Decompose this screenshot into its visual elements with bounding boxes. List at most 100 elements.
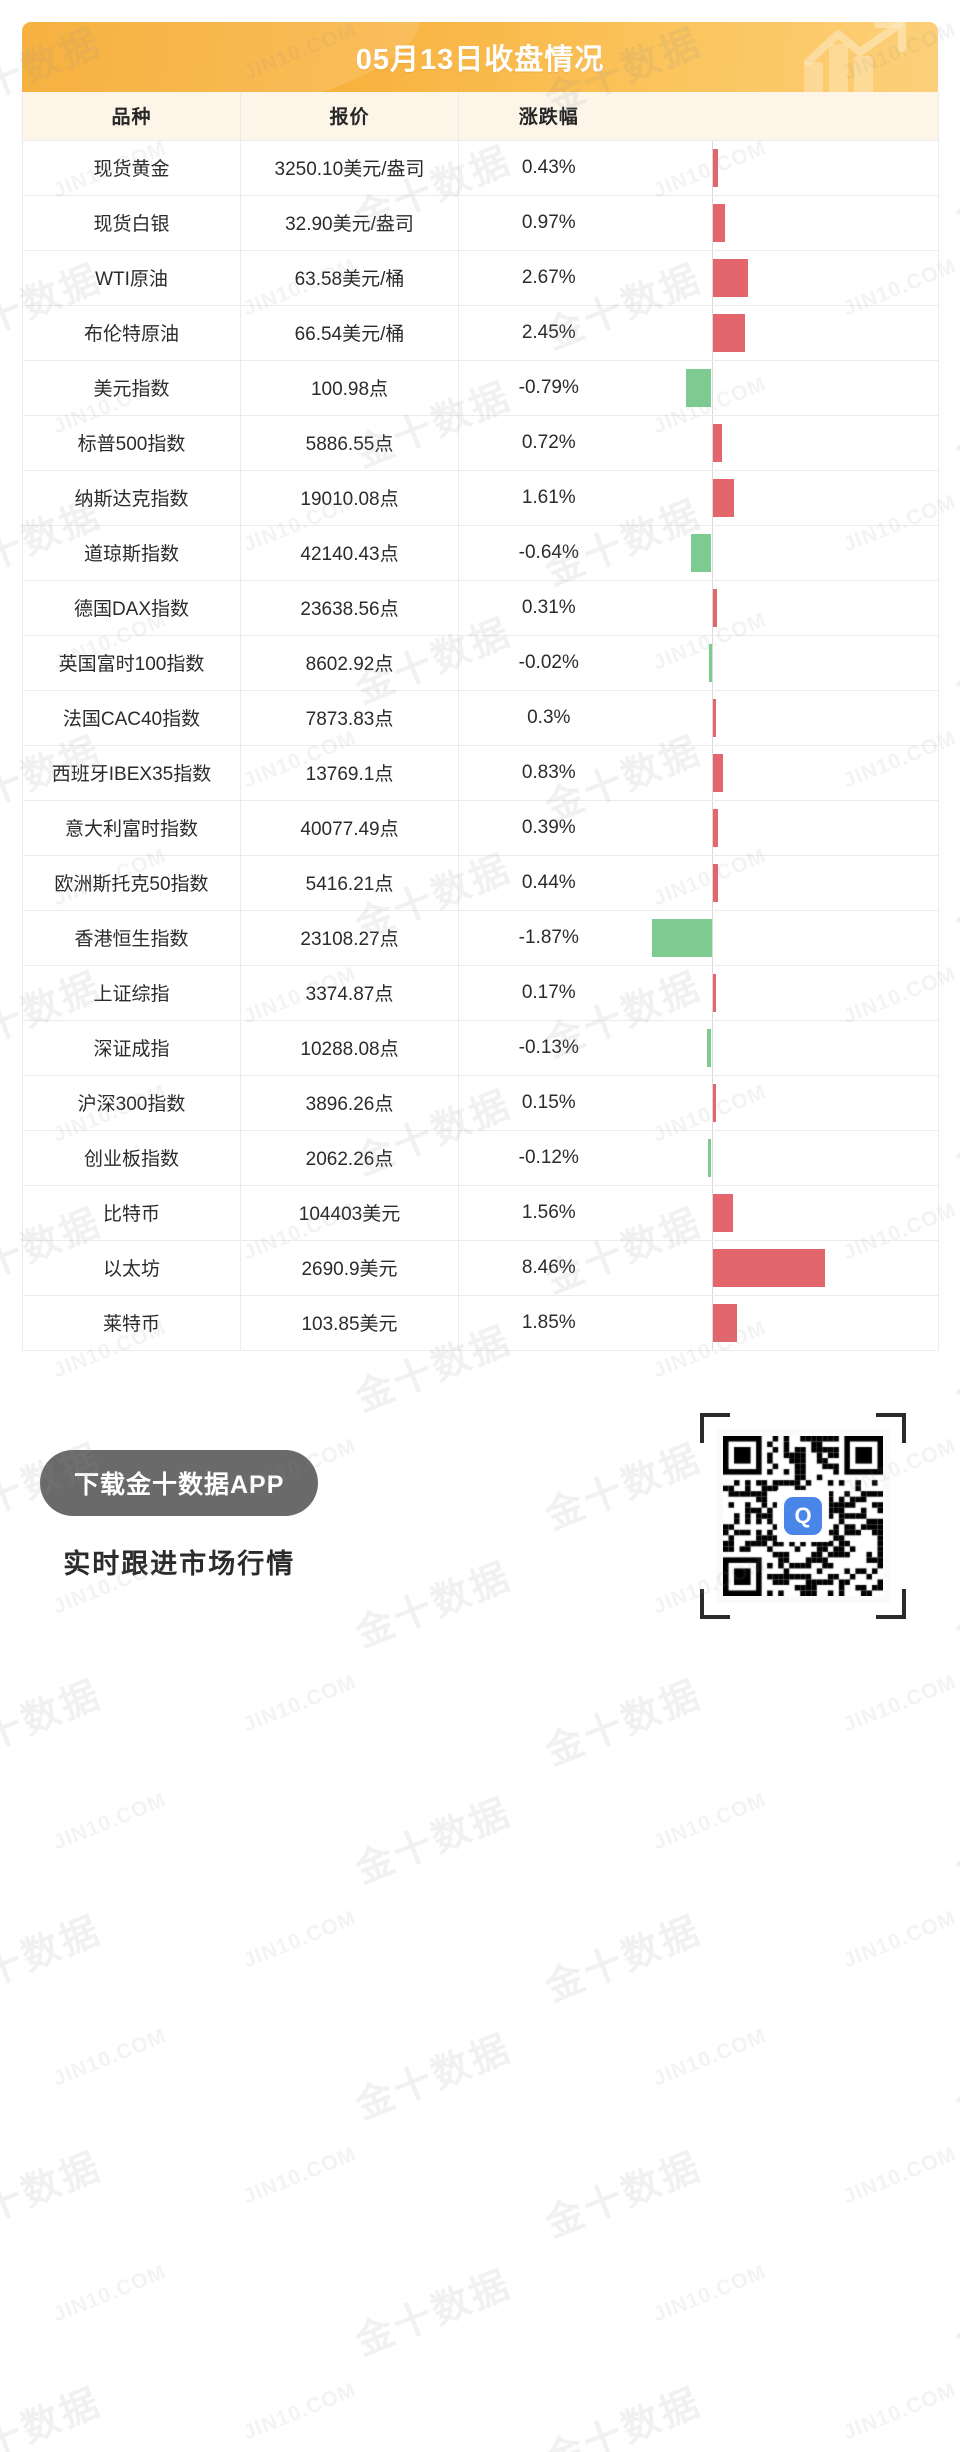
- watermark-text: JIN10.COM: [49, 2024, 170, 2091]
- cell-price: 13769.1点: [240, 744, 459, 801]
- bar-track: [639, 360, 939, 415]
- watermark-text: 金十数据: [949, 1791, 960, 1892]
- bar-track: [639, 305, 939, 360]
- watermark-text: 金十数据: [0, 2381, 108, 2452]
- bar-track: [639, 415, 939, 470]
- qr-center-logo-icon: Q: [784, 1496, 822, 1535]
- cell-change-bar: [638, 1129, 939, 1186]
- watermark-text: JIN10.COM: [839, 2378, 960, 2445]
- cell-instrument-name: 深证成指: [22, 1019, 241, 1076]
- cell-change-percent: -1.87%: [458, 909, 639, 966]
- zero-line: [711, 690, 713, 745]
- cell-change-bar: [638, 469, 939, 526]
- watermark-text: 金十数据: [0, 1673, 108, 1774]
- cell-change-bar: [638, 689, 939, 746]
- promo-text-group: 下载金十数据APP 实时跟进市场行情: [22, 1450, 319, 1581]
- cell-instrument-name: WTI原油: [22, 249, 241, 306]
- bar-chart-arrow-up-icon: [804, 22, 906, 92]
- watermark-text: 金十数据: [539, 1909, 708, 2010]
- watermark-text: 金十数据: [949, 2263, 960, 2364]
- bar-track: [639, 525, 939, 580]
- cell-price: 10288.08点: [240, 1019, 459, 1076]
- cell-price: 2062.26点: [240, 1129, 459, 1186]
- watermark-text: JIN10.COM: [839, 1906, 960, 1973]
- bar-track: [639, 965, 939, 1020]
- qr-code[interactable]: Q: [700, 1412, 906, 1619]
- zero-line: [711, 855, 713, 910]
- table-row: 西班牙IBEX35指数 13769.1点 0.83%: [22, 744, 939, 801]
- cell-price: 23638.56点: [240, 579, 459, 636]
- zero-line: [711, 1295, 713, 1350]
- bar-negative: [690, 533, 712, 572]
- cell-price: 23108.27点: [240, 909, 459, 966]
- bar-negative: [708, 643, 712, 682]
- bar-track: [639, 1130, 939, 1185]
- cell-change-percent: -0.12%: [458, 1129, 639, 1186]
- bar-track: [639, 1020, 939, 1075]
- watermark-text: JIN10.COM: [239, 2142, 360, 2209]
- watermark-text: JIN10.COM: [239, 1906, 360, 1973]
- column-header-price: 报价: [240, 92, 459, 141]
- bar-negative: [707, 1138, 712, 1177]
- cell-change-percent: 1.61%: [458, 469, 639, 526]
- cell-change-bar: [638, 799, 939, 856]
- watermark-text: JIN10.COM: [649, 1788, 770, 1855]
- cell-change-bar: [638, 1019, 939, 1076]
- watermark-text: 金十数据: [539, 1673, 708, 1774]
- zero-line: [711, 910, 713, 965]
- bar-track: [639, 1295, 939, 1350]
- cell-price: 5886.55点: [240, 414, 459, 471]
- cell-price: 100.98点: [240, 359, 459, 416]
- zero-line: [711, 305, 713, 360]
- bar-track: [639, 635, 939, 690]
- cell-change-percent: 0.15%: [458, 1074, 639, 1131]
- bar-track: [639, 745, 939, 800]
- cell-instrument-name: 标普500指数: [22, 414, 241, 471]
- bar-positive: [712, 808, 718, 847]
- table-row: 香港恒生指数 23108.27点 -1.87%: [22, 909, 939, 966]
- bar-negative: [651, 918, 712, 957]
- cell-instrument-name: 英国富时100指数: [22, 634, 241, 691]
- quote-table: 品种 报价 涨跌幅 现货黄金 3250.10美元/盎司 0.43% 现货白银 32.90…: [22, 92, 939, 1351]
- cell-instrument-name: 比特币: [22, 1184, 241, 1241]
- cell-change-bar: [638, 359, 939, 416]
- bar-positive: [712, 698, 717, 737]
- bar-track: [639, 855, 939, 910]
- bar-positive: [712, 863, 719, 902]
- cell-change-bar: [638, 414, 939, 471]
- bar-positive: [712, 1083, 716, 1122]
- table-header: 品种 报价 涨跌幅: [22, 92, 939, 141]
- watermark-text: JIN10.COM: [839, 1670, 960, 1737]
- zero-line: [711, 1020, 713, 1075]
- watermark-text: 金十数据: [539, 2145, 708, 2246]
- cell-change-percent: 1.85%: [458, 1294, 639, 1351]
- bar-track: [639, 910, 939, 965]
- table-row: WTI原油 63.58美元/桶 2.67%: [22, 249, 939, 306]
- table-row: 创业板指数 2062.26点 -0.12%: [22, 1129, 939, 1186]
- cell-price: 32.90美元/盎司: [240, 194, 459, 251]
- zero-line: [711, 965, 713, 1020]
- bar-positive: [712, 258, 748, 297]
- bar-positive: [712, 1193, 734, 1232]
- zero-line: [711, 1130, 713, 1185]
- download-app-button[interactable]: 下载金十数据APP: [40, 1450, 319, 1516]
- quote-card: 05月13日收盘情况 品种 报价 涨跌幅 现货黄金 3250.10美元/盎司 0.4…: [22, 22, 939, 1351]
- cell-change-percent: 1.56%: [458, 1184, 639, 1241]
- table-row: 纳斯达克指数 19010.08点 1.61%: [22, 469, 939, 526]
- bar-positive: [712, 973, 716, 1012]
- zero-line: [711, 470, 713, 525]
- cell-price: 103.85美元: [240, 1294, 459, 1351]
- zero-line: [711, 250, 713, 305]
- cell-change-percent: 0.44%: [458, 854, 639, 911]
- bar-track: [639, 470, 939, 525]
- table-row: 欧洲斯托克50指数 5416.21点 0.44%: [22, 854, 939, 911]
- cell-instrument-name: 创业板指数: [22, 1129, 241, 1186]
- cell-change-bar: [638, 854, 939, 911]
- qr-frame: [700, 1412, 906, 1619]
- zero-line: [711, 140, 713, 195]
- bar-track: [639, 1240, 939, 1295]
- cell-price: 3896.26点: [240, 1074, 459, 1131]
- watermark-text: JIN10.COM: [239, 1670, 360, 1737]
- qr-corner-bottom-right-icon: [876, 1588, 906, 1619]
- cell-change-bar: [638, 579, 939, 636]
